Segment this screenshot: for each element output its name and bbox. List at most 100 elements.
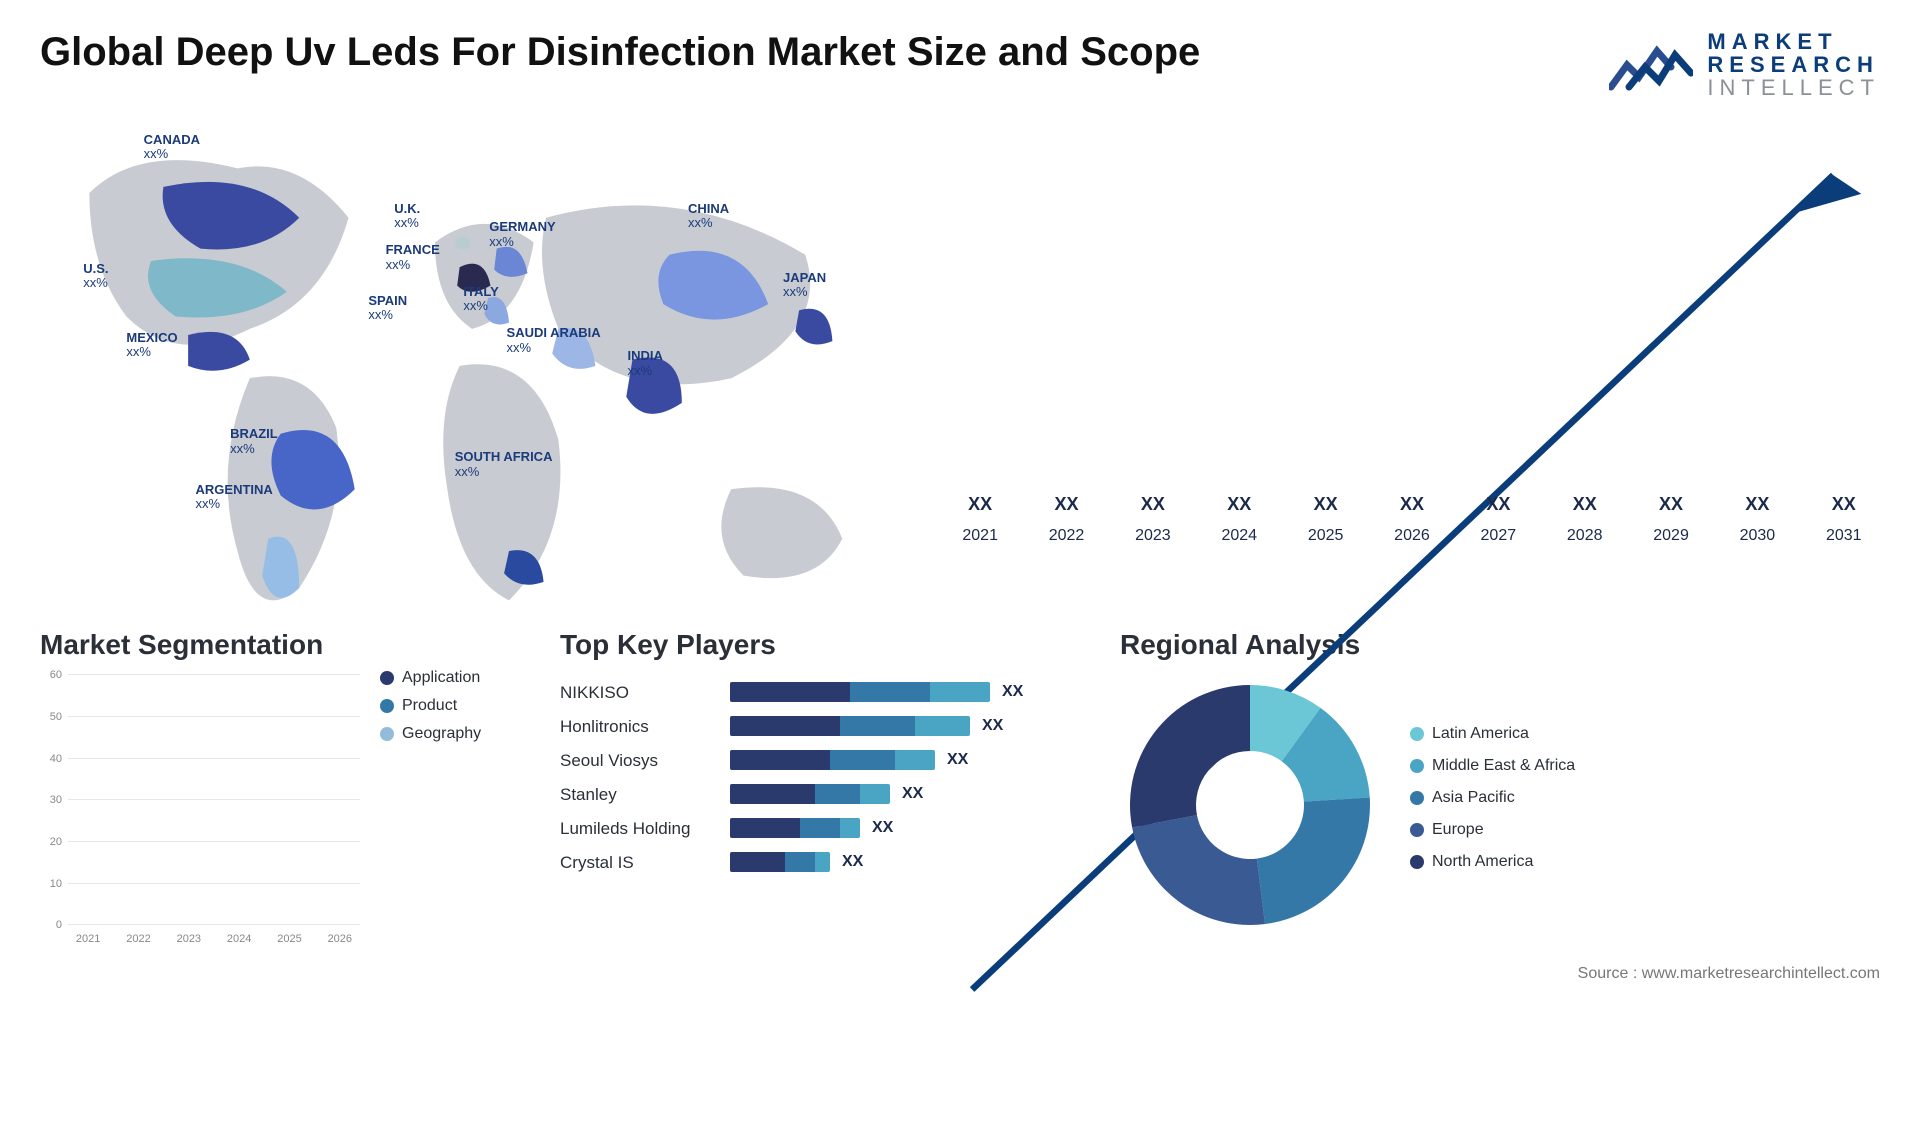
players-bars: XXXXXXXXXXXX [730, 675, 1080, 879]
country-label: CHINAxx% [688, 202, 729, 231]
player-segment [730, 784, 815, 804]
forecast-year: 2022 [1049, 527, 1085, 545]
world-map-panel: CANADAxx%U.S.xx%MEXICOxx%BRAZILxx%ARGENT… [40, 119, 904, 579]
country-name: INDIA [628, 348, 663, 363]
source-label: Source : www.marketresearchintellect.com [40, 965, 1880, 983]
seg-year: 2025 [269, 933, 309, 945]
country-label: INDIAxx% [628, 349, 663, 378]
seg-ytick: 20 [50, 836, 62, 848]
forecast-column: XX 2029 [1635, 494, 1707, 545]
forecast-value-label: XX [1227, 494, 1251, 515]
forecast-value-label: XX [968, 494, 992, 515]
segmentation-chart: 0102030405060 202120222023202420252026 [40, 675, 360, 945]
country-name: FRANCE [386, 242, 440, 257]
regional-donut [1120, 675, 1380, 935]
country-label: FRANCExx% [386, 243, 440, 272]
header: Global Deep Uv Leds For Disinfection Mar… [40, 30, 1880, 99]
player-segment [730, 716, 840, 736]
forecast-value-label: XX [1314, 494, 1338, 515]
donut-slice [1257, 798, 1370, 925]
country-pct: xx% [368, 308, 407, 322]
player-segment [730, 750, 830, 770]
player-bar [730, 852, 830, 872]
country-label: SPAINxx% [368, 294, 407, 323]
segmentation-legend: Application Product Geography [380, 669, 481, 753]
forecast-year: 2029 [1653, 527, 1689, 545]
top-row: CANADAxx%U.S.xx%MEXICOxx%BRAZILxx%ARGENT… [40, 119, 1880, 579]
player-row: XX [730, 777, 1080, 811]
forecast-year: 2024 [1221, 527, 1257, 545]
legend-item: Europe [1410, 821, 1575, 839]
player-value: XX [1002, 683, 1023, 701]
legend-label: Latin America [1432, 725, 1529, 743]
seg-year: 2022 [118, 933, 158, 945]
country-name: U.K. [394, 201, 420, 216]
country-pct: xx% [126, 345, 177, 359]
country-pct: xx% [230, 442, 278, 456]
country-pct: xx% [688, 216, 729, 230]
legend-swatch [1410, 823, 1424, 837]
player-segment [730, 852, 785, 872]
legend-item: Asia Pacific [1410, 789, 1575, 807]
page-title: Global Deep Uv Leds For Disinfection Mar… [40, 30, 1200, 75]
player-row: XX [730, 811, 1080, 845]
regional-legend: Latin America Middle East & Africa Asia Pa… [1410, 725, 1575, 885]
legend-swatch [1410, 855, 1424, 869]
legend-swatch [380, 671, 394, 685]
legend-item: Middle East & Africa [1410, 757, 1575, 775]
legend-label: North America [1432, 853, 1533, 871]
bottom-row: Market Segmentation 0102030405060 202120… [40, 629, 1880, 945]
forecast-column: XX2023 [1117, 494, 1189, 545]
regional-panel: Regional Analysis Latin AmericaMiddle Ea… [1120, 629, 1880, 945]
player-bar [730, 716, 970, 736]
seg-year: 2021 [68, 933, 108, 945]
forecast-column: XX 2022 [1030, 494, 1102, 545]
player-segment [830, 750, 895, 770]
country-pct: xx% [386, 258, 440, 272]
donut-slice [1130, 685, 1250, 827]
legend-label: Geography [402, 725, 481, 743]
player-value: XX [902, 785, 923, 803]
country-pct: xx% [489, 235, 555, 249]
country-name: MEXICO [126, 330, 177, 345]
seg-year: 2026 [320, 933, 360, 945]
player-segment [815, 852, 830, 872]
legend-label: Product [402, 697, 457, 715]
player-name: Lumileds Holding [560, 811, 710, 845]
forecast-value-label: XX [1055, 494, 1079, 515]
country-label: U.S.xx% [83, 262, 108, 291]
donut-slice [1132, 815, 1265, 925]
country-pct: xx% [628, 364, 663, 378]
forecast-year: 2031 [1826, 527, 1862, 545]
player-segment [930, 682, 990, 702]
country-label: CANADAxx% [144, 133, 200, 162]
forecast-column: XX2026 [1376, 494, 1448, 545]
forecast-panel: XX2021XX2022XX2023XX2024XX2025XX2026XX20… [944, 119, 1880, 579]
forecast-column: XX2027 [1462, 494, 1534, 545]
country-name: ITALY [463, 284, 498, 299]
player-segment [895, 750, 935, 770]
player-value: XX [982, 717, 1003, 735]
forecast-year: 2028 [1567, 527, 1603, 545]
forecast-value-label: XX [1659, 494, 1683, 515]
country-name: JAPAN [783, 270, 826, 285]
legend-label: Application [402, 669, 480, 687]
country-label: MEXICOxx% [126, 331, 177, 360]
country-label: ITALYxx% [463, 285, 498, 314]
player-bar [730, 750, 935, 770]
player-segment [785, 852, 815, 872]
legend-swatch [1410, 791, 1424, 805]
country-name: ARGENTINA [196, 482, 273, 497]
legend-item: Latin America [1410, 725, 1575, 743]
legend-item: Geography [380, 725, 481, 743]
player-name: Crystal IS [560, 845, 710, 879]
country-label: SAUDI ARABIAxx% [507, 326, 601, 355]
player-segment [840, 818, 860, 838]
country-name: BRAZIL [230, 426, 278, 441]
seg-year: 2024 [219, 933, 259, 945]
player-segment [815, 784, 860, 804]
seg-ytick: 30 [50, 794, 62, 806]
forecast-chart: XX2021XX2022XX2023XX2024XX2025XX2026XX20… [944, 119, 1880, 579]
forecast-year: 2027 [1481, 527, 1517, 545]
logo-line-3: INTELLECT [1707, 76, 1880, 99]
